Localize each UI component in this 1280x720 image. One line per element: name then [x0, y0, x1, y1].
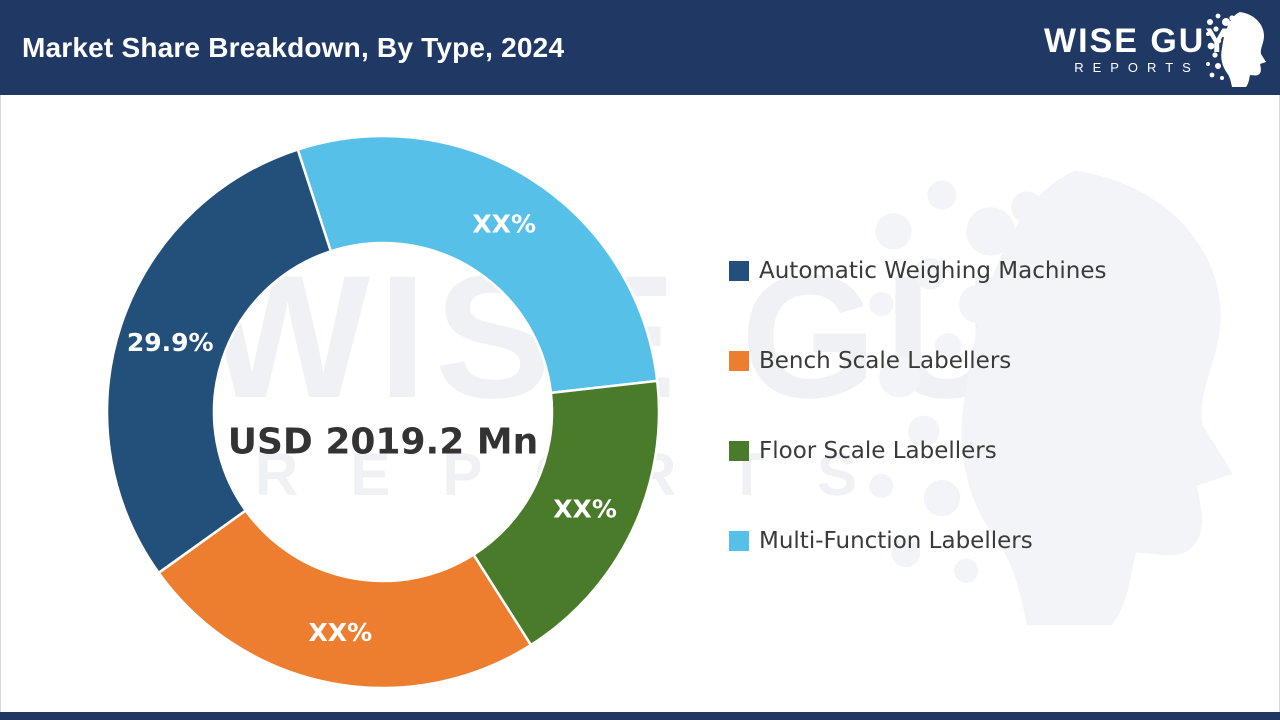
logo-wordmark: WISE GUY — [1044, 22, 1231, 60]
legend-swatch-icon — [729, 351, 749, 371]
slice-percent-label: XX% — [309, 618, 373, 647]
page-title: Market Share Breakdown, By Type, 2024 — [22, 31, 565, 63]
legend-label: Multi-Function Labellers — [759, 528, 1033, 554]
legend-item: Bench Scale Labellers — [729, 348, 1107, 374]
legend-label: Bench Scale Labellers — [759, 348, 1012, 374]
logo-text: WISE GUY REPORTS — [1044, 24, 1230, 75]
legend-swatch-icon — [729, 261, 749, 281]
donut-segment — [472, 379, 661, 647]
donut-svg: XX% XX% XX% 29.9% — [105, 134, 661, 690]
wise-guy-logo: WISE GUY REPORTS — [1008, 8, 1268, 88]
donut-segment — [296, 134, 659, 395]
logo-subtitle: REPORTS — [1074, 60, 1200, 75]
legend-swatch-icon — [729, 531, 749, 551]
legend: Automatic Weighing Machines Bench Scale … — [729, 258, 1107, 619]
donut-segment — [105, 148, 333, 575]
footer-bar — [0, 712, 1280, 720]
header-bar: Market Share Breakdown, By Type, 2024 WI… — [0, 0, 1280, 95]
legend-item: Floor Scale Labellers — [729, 438, 1107, 464]
slice-percent-label: 29.9% — [127, 328, 214, 357]
legend-item: Multi-Function Labellers — [729, 528, 1107, 554]
legend-swatch-icon — [729, 441, 749, 461]
donut-segment — [157, 509, 533, 690]
legend-label: Automatic Weighing Machines — [759, 258, 1107, 284]
slice-percent-label: XX% — [472, 210, 536, 239]
donut-chart: XX% XX% XX% 29.9% USD 2019.2 Mn — [96, 125, 670, 699]
legend-label: Floor Scale Labellers — [759, 438, 997, 464]
logo-face-icon — [1206, 12, 1266, 87]
slice-percent-label: XX% — [553, 495, 617, 524]
donut-center-value: USD 2019.2 Mn — [227, 421, 539, 463]
chart-area: WISE GUY REPORTS XX%XX%XX%29.9% USD 2019… — [0, 95, 1280, 712]
legend-item: Automatic Weighing Machines — [729, 258, 1107, 284]
